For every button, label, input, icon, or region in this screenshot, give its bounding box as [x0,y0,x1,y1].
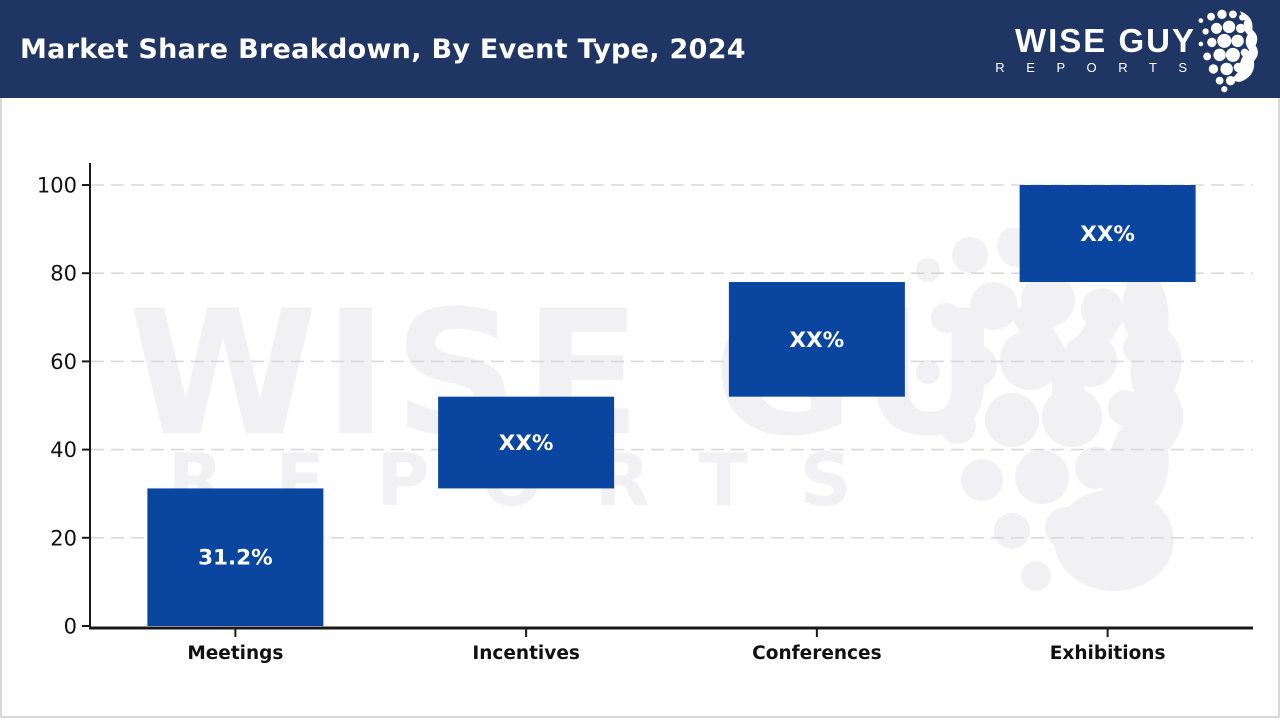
category-label-conferences: Conferences [752,643,881,664]
category-label-meetings: Meetings [187,643,283,664]
y-tick-label-60: 60 [50,350,77,374]
y-tick-label-100: 100 [37,174,77,198]
y-tick-label-80: 80 [50,262,77,286]
y-tick-label-0: 0 [64,615,77,639]
bar-value-label-exhibitions: XX% [1080,222,1135,247]
header-bar: Market Share Breakdown, By Event Type, 2… [0,0,1280,98]
y-tick-label-40: 40 [50,438,77,462]
category-label-exhibitions: Exhibitions [1050,643,1166,664]
bar-value-label-conferences: XX% [790,328,845,353]
chart-title: Market Share Breakdown, By Event Type, 2… [20,34,746,65]
bar-meetings [147,488,324,626]
logo-face-icon [1198,9,1258,93]
logo-wordmark: WISE GUY [1014,22,1196,59]
bar-exhibitions [1019,185,1196,283]
bar-incentives [438,396,615,489]
wise-guy-logo: WISE GUY R E P O R T S [995,6,1268,94]
logo-reports-label: R E P O R T S [995,60,1196,75]
y-tick-label-20: 20 [50,526,77,550]
category-label-incentives: Incentives [472,643,580,664]
bar-value-label-incentives: XX% [499,431,554,456]
logo-text: WISE GUY R E P O R T S [995,24,1196,75]
bar-conferences [728,282,905,397]
bar-value-label-meetings: 31.2% [198,546,273,571]
